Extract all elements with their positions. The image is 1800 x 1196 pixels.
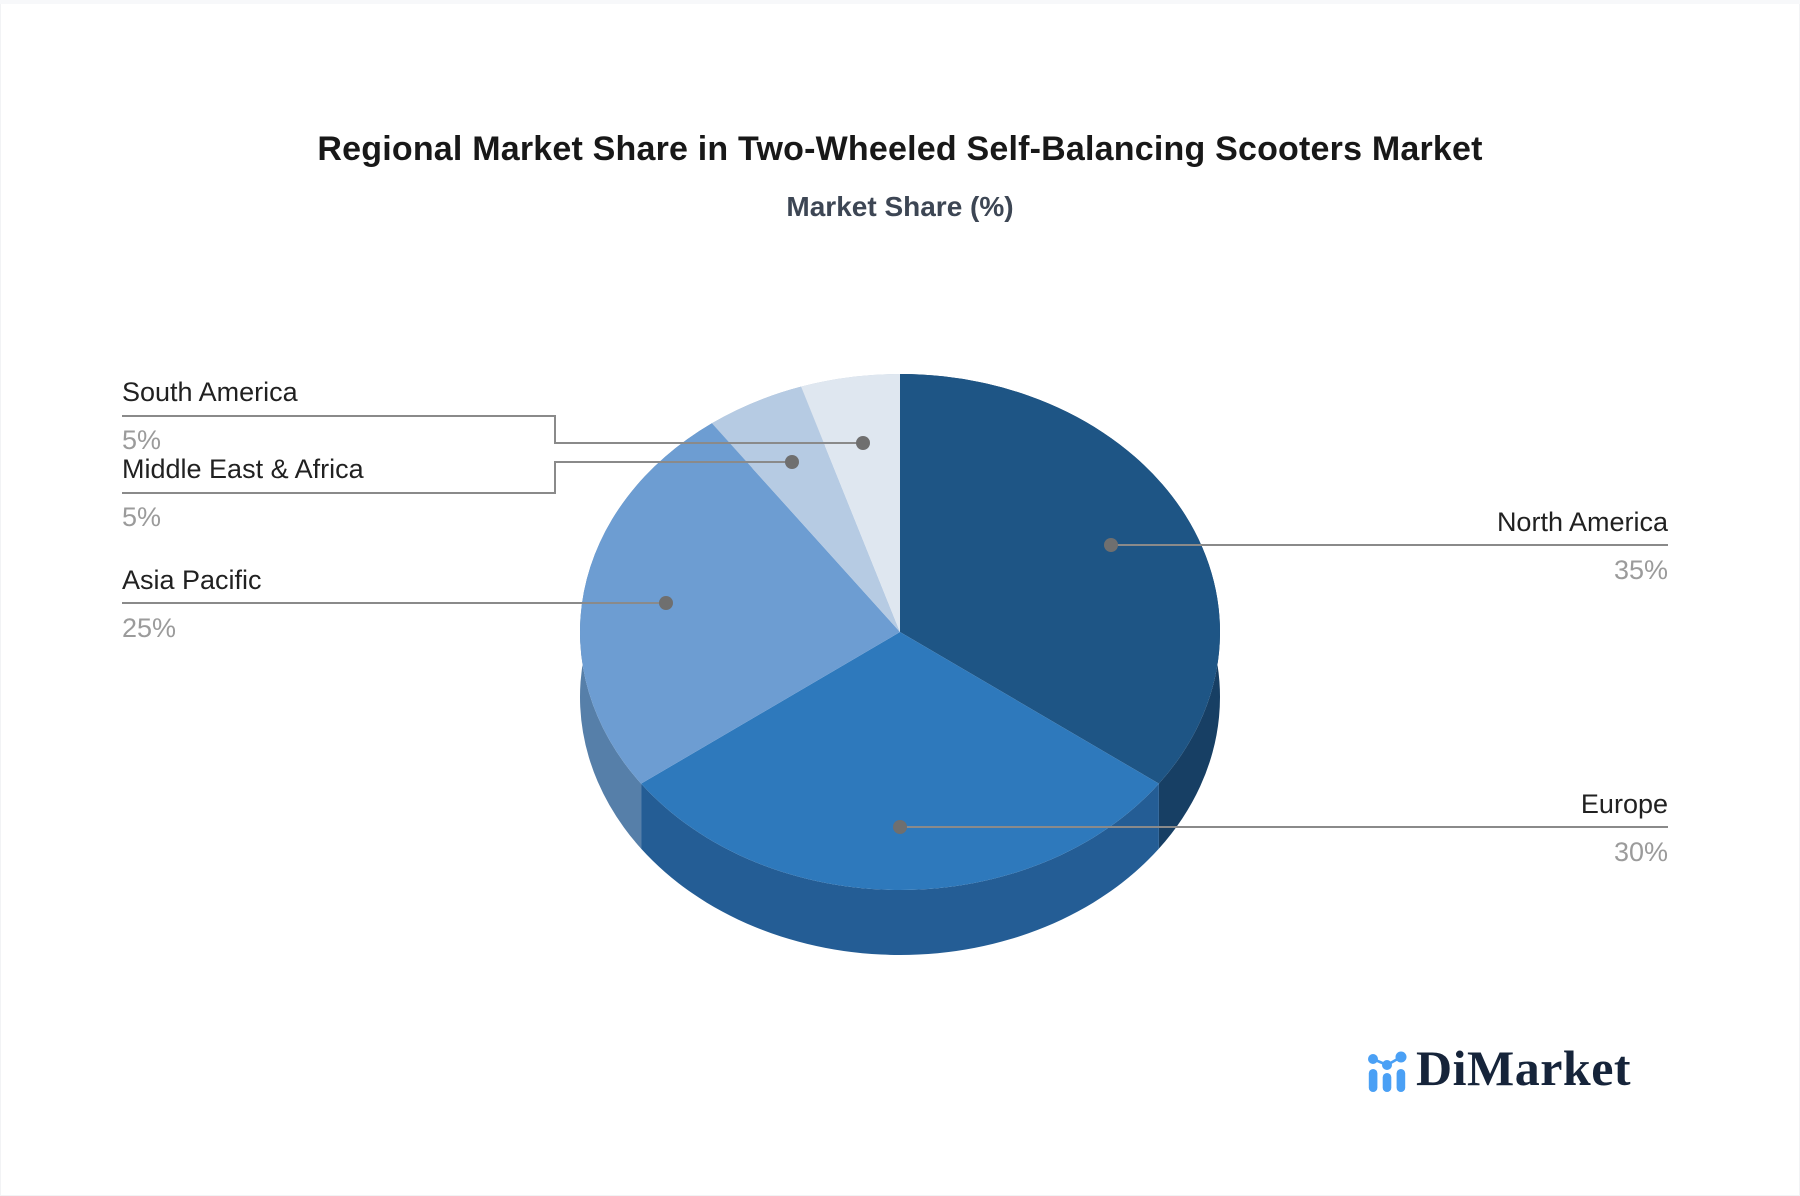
pie-slice-north-america [900, 374, 1221, 784]
pie-slice-asia-pacific [580, 423, 900, 784]
pie-slice-south-america [801, 374, 900, 632]
bar-line-chart-icon [1368, 1051, 1407, 1092]
callout-dot-south-america [856, 436, 870, 450]
pie-slice-europe [641, 632, 1159, 890]
callout-line-south-america [122, 415, 863, 444]
pie-slice-middle-east-africa [711, 386, 900, 632]
callout-dot-asia-pacific [659, 596, 673, 610]
callout-dot-north-america [1104, 538, 1118, 552]
callout-dot-europe [893, 820, 907, 834]
chart-title: Regional Market Share in Two-Wheeled Sel… [317, 130, 1483, 168]
pie-side-europe [641, 783, 1159, 955]
brand-logo-text: DiMarket [1416, 1040, 1632, 1096]
top-edge-strip [0, 0, 1800, 4]
chart-subtitle: Market Share (%) [786, 191, 1014, 222]
callout-line-middle-east-africa [122, 461, 792, 494]
callout-dot-middle-east-africa [785, 455, 799, 469]
